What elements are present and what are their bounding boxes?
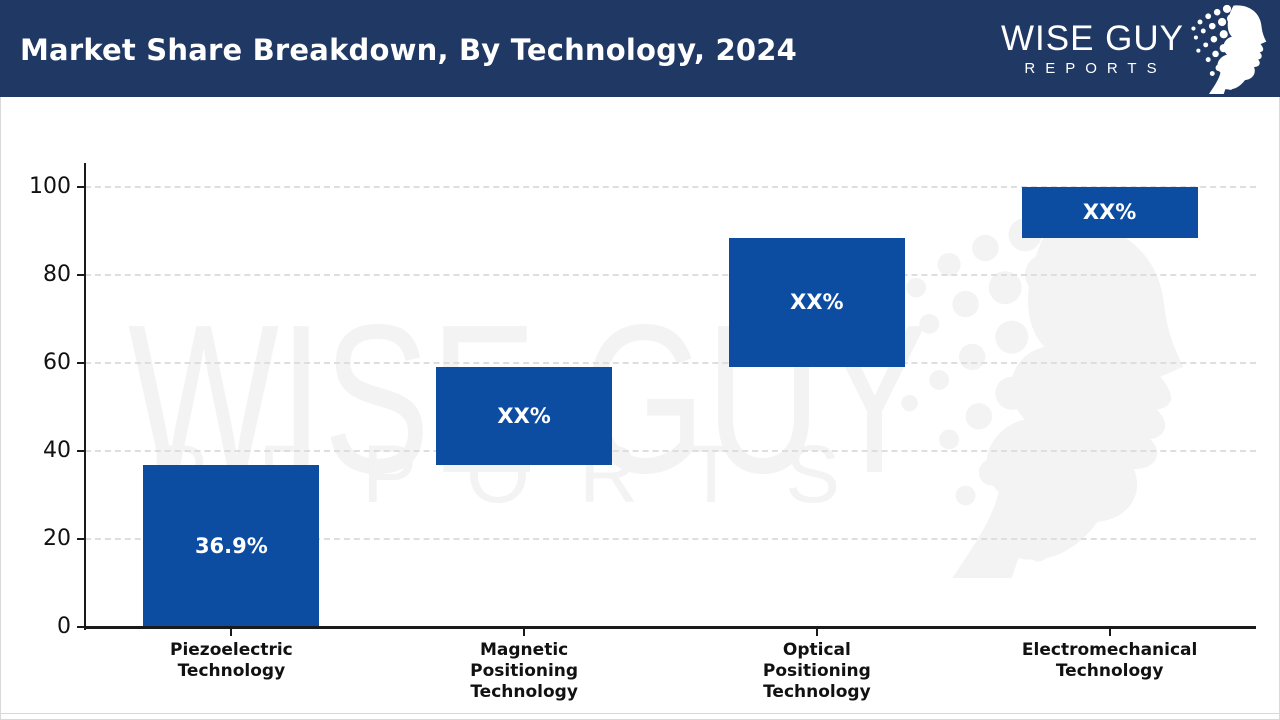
page-title: Market Share Breakdown, By Technology, 2… bbox=[20, 33, 798, 67]
y-tick-40 bbox=[77, 450, 85, 452]
x-tick-4 bbox=[1108, 629, 1111, 636]
gridline-20 bbox=[85, 538, 1256, 540]
y-tick-80 bbox=[77, 274, 85, 276]
x-category-label-1: Piezoelectric Technology bbox=[169, 640, 293, 681]
x-tick-1 bbox=[230, 629, 233, 636]
y-tick-100 bbox=[77, 186, 85, 188]
watermark-dotted-head-icon bbox=[881, 218, 1184, 578]
y-tick-20 bbox=[77, 538, 85, 540]
brand-name: WISE GUY bbox=[1000, 19, 1184, 59]
y-tick-0 bbox=[77, 626, 85, 628]
x-axis-line bbox=[84, 626, 1256, 629]
dotted-head-logo-icon bbox=[1186, 4, 1268, 94]
y-tick-label-80: 80 bbox=[43, 262, 71, 287]
bar-segment-1: 36.9% bbox=[143, 464, 320, 627]
bar-value-label: XX% bbox=[497, 403, 551, 428]
x-category-label-2: Magnetic Positioning Technology bbox=[470, 640, 579, 702]
bar-segment-2: XX% bbox=[436, 366, 613, 465]
x-tick-3 bbox=[815, 629, 818, 636]
brand-logo: WISE GUY REPORTS bbox=[1001, 4, 1268, 94]
brand-logo-text: WISE GUY REPORTS bbox=[1000, 19, 1184, 77]
bar-segment-3: XX% bbox=[728, 237, 905, 367]
footer-divider bbox=[0, 713, 1280, 714]
bar-segment-4: XX% bbox=[1021, 187, 1198, 238]
bar-value-label: XX% bbox=[1082, 200, 1137, 225]
header-bar: Market Share Breakdown, By Technology, 2… bbox=[0, 0, 1280, 97]
gridline-100 bbox=[85, 186, 1256, 188]
bar-value-label: 36.9% bbox=[194, 533, 268, 558]
y-tick-label-100: 100 bbox=[29, 174, 71, 199]
gridline-60 bbox=[85, 362, 1256, 364]
gridline-80 bbox=[85, 274, 1256, 276]
gridline-40 bbox=[85, 450, 1256, 452]
y-tick-label-20: 20 bbox=[43, 526, 71, 551]
chart-plot-area: WISE GUY REPORTS 02040608010036.9%Piezoe… bbox=[0, 97, 1280, 713]
x-category-label-4: Electromechanical Technology bbox=[1021, 640, 1198, 681]
x-category-label-3: Optical Positioning Technology bbox=[762, 640, 871, 702]
y-axis-line bbox=[84, 163, 86, 630]
y-tick-label-60: 60 bbox=[43, 350, 71, 375]
brand-tagline: REPORTS bbox=[1024, 59, 1167, 77]
y-tick-60 bbox=[77, 362, 85, 364]
x-tick-2 bbox=[523, 629, 526, 636]
y-tick-label-40: 40 bbox=[43, 438, 71, 463]
y-tick-label-0: 0 bbox=[57, 614, 71, 639]
bar-value-label: XX% bbox=[790, 290, 844, 315]
